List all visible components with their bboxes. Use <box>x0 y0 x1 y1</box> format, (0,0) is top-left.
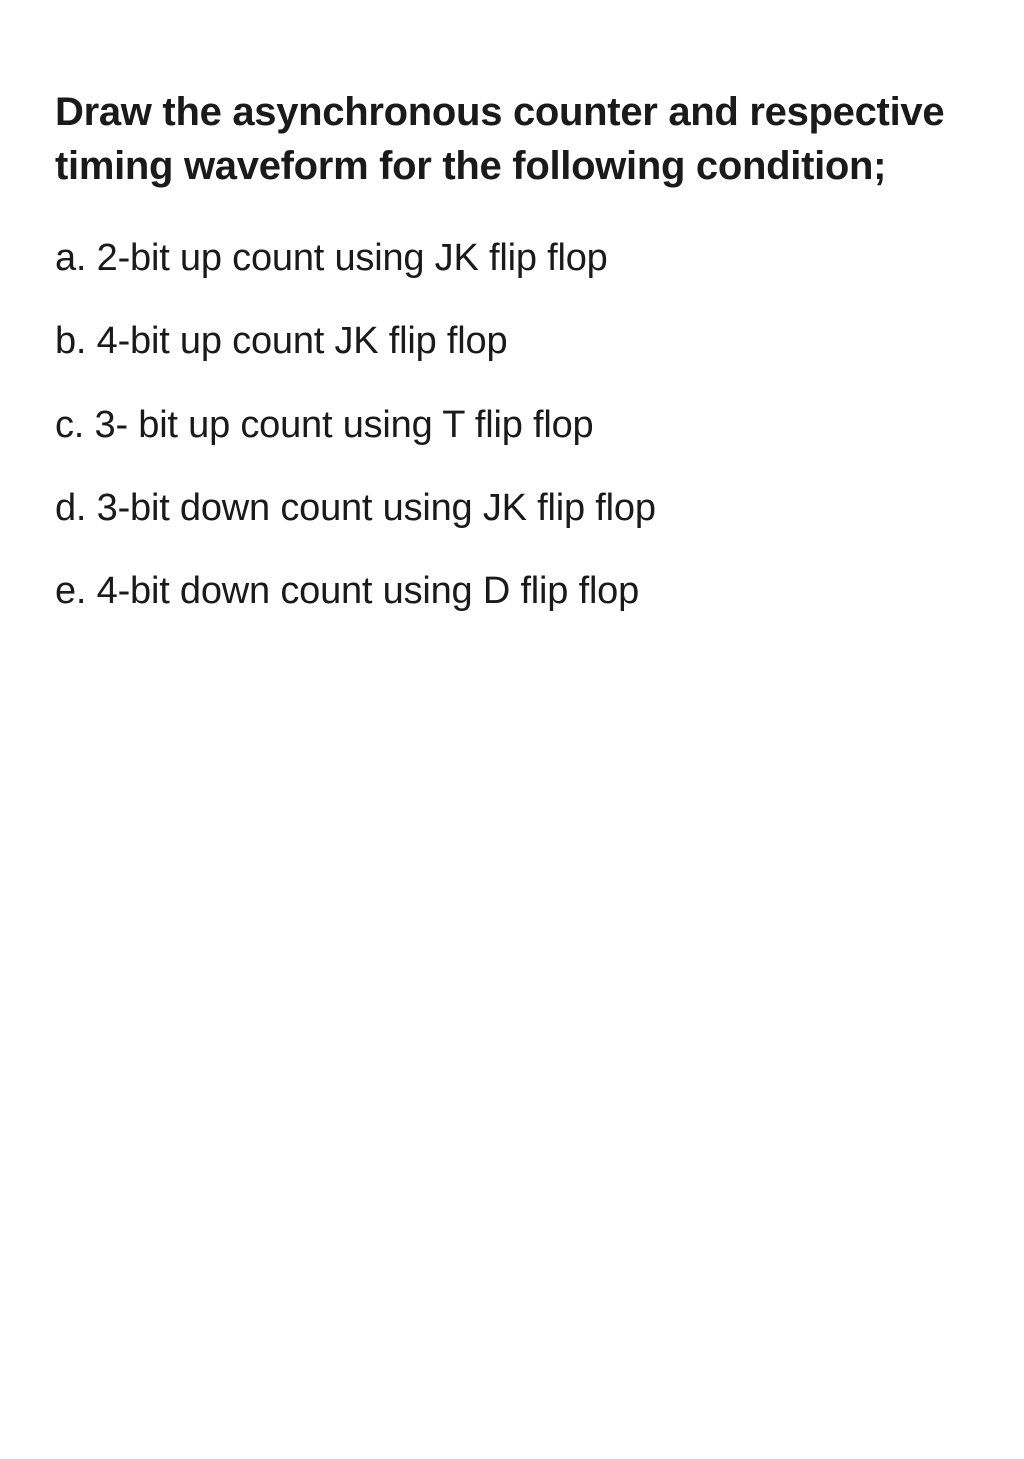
question-heading: Draw the asynchronous counter and respec… <box>55 85 969 193</box>
list-item: d. 3-bit down count using JK flip flop <box>55 483 969 534</box>
list-item: c. 3- bit up count using T flip flop <box>55 400 969 451</box>
list-item: e. 4-bit down count using D flip flop <box>55 566 969 617</box>
list-item: b. 4-bit up count JK flip flop <box>55 316 969 367</box>
list-item: a. 2-bit up count using JK flip flop <box>55 233 969 284</box>
